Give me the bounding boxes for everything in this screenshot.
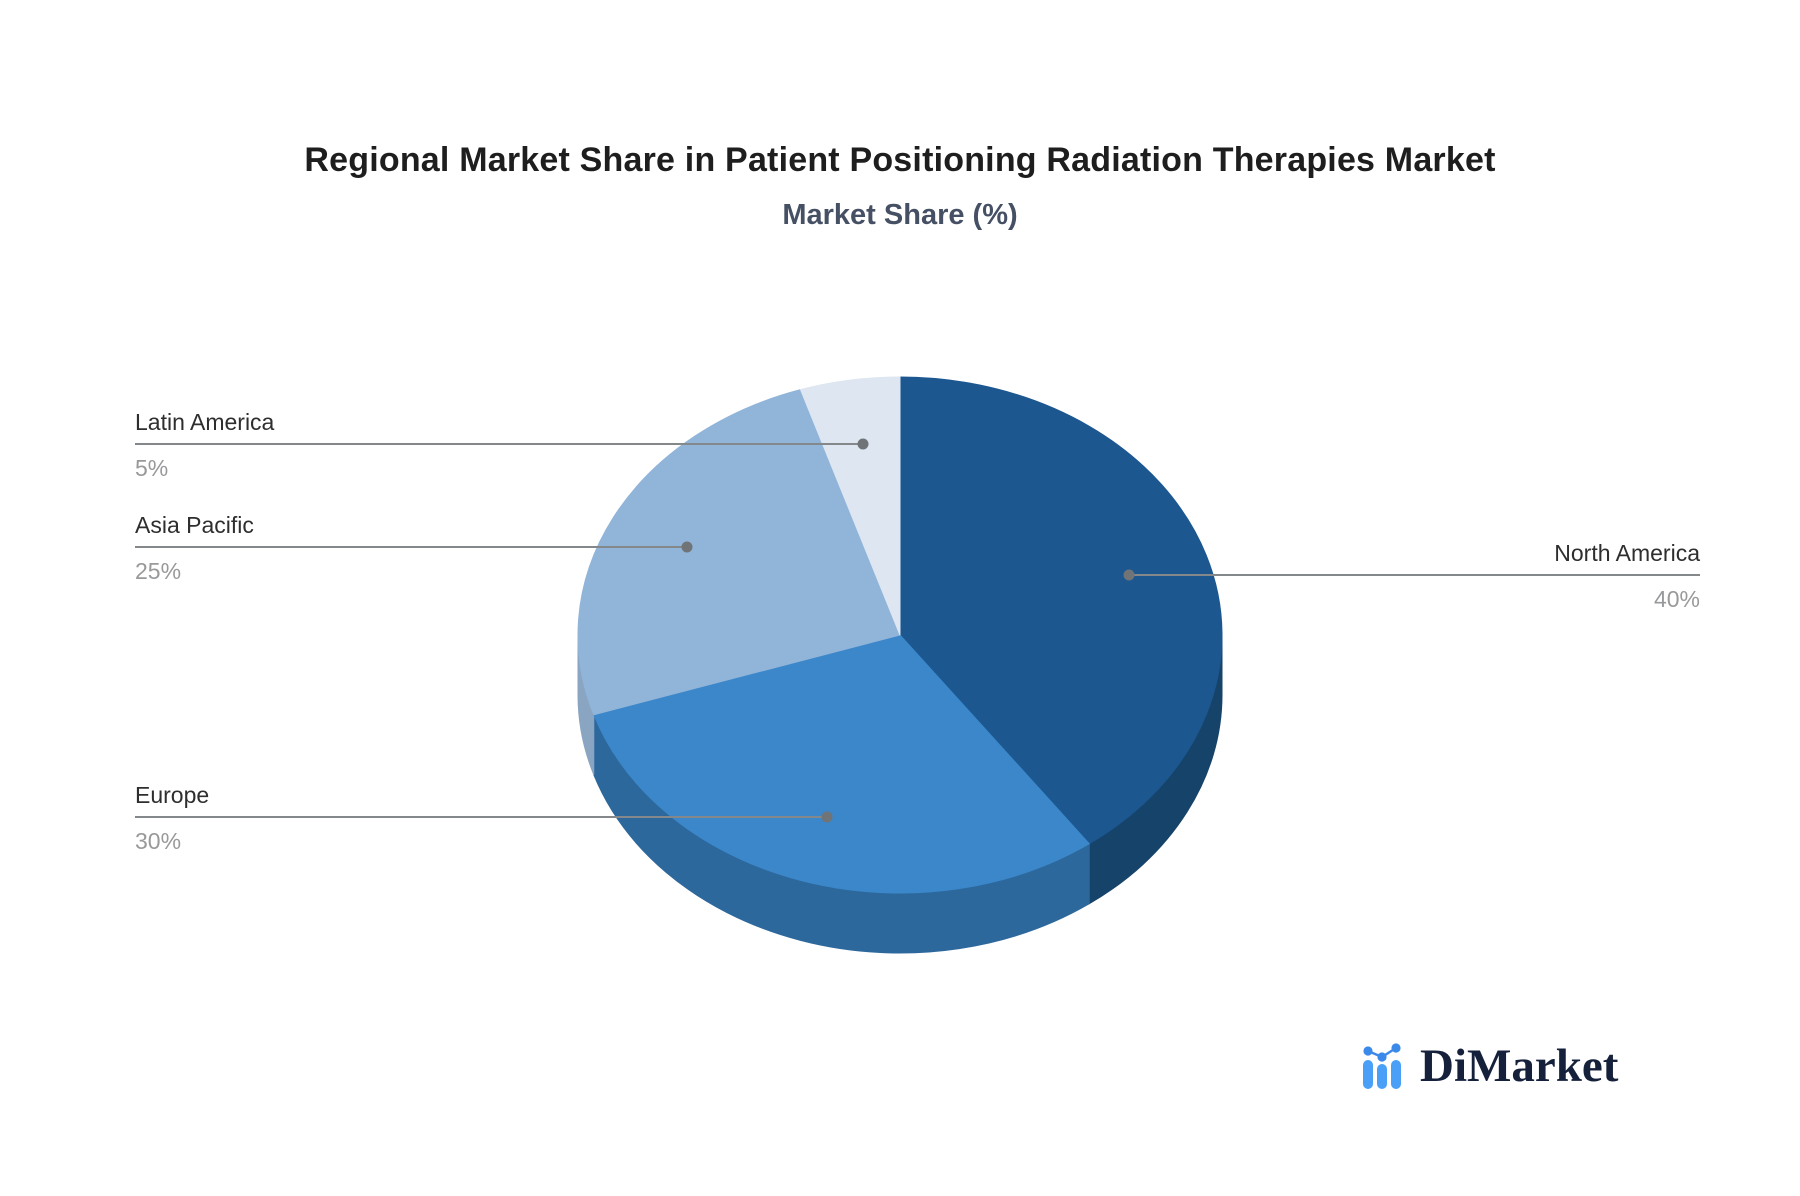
slice-value-europe: 30% [135,828,182,854]
logo-bar-3 [1391,1060,1401,1089]
pie-top-layer [577,376,1223,894]
slice-value-latin-america: 5% [135,455,169,481]
pie-slice-latin-america [799,376,901,636]
pie-slice-asia-pacific [577,389,901,716]
slice-label-asia-pacific: Asia Pacific [135,512,254,538]
brand-logo: DiMarket [1363,1040,1618,1092]
chart-title: Regional Market Share in Patient Positio… [304,141,1496,179]
logo-dot-1 [1363,1046,1373,1056]
slice-value-asia-pacific: 25% [135,558,182,584]
leader-dot-europe [821,811,833,823]
slice-label-north-america: North America [1554,540,1700,566]
logo-bar-1 [1363,1060,1373,1089]
logo-bar-2 [1377,1064,1387,1089]
logo-dot-3 [1391,1043,1401,1053]
leader-lines-layer [135,438,1700,823]
chart-subtitle: Market Share (%) [782,199,1018,231]
leader-dot-north-america [1123,569,1135,581]
leader-dot-latin-america [857,438,869,450]
slice-value-north-america: 40% [1653,586,1700,612]
leader-dot-asia-pacific [681,541,693,553]
bar-chart-with-trend-dots-icon [1363,1043,1401,1089]
brand-logo-text: DiMarket [1420,1040,1619,1092]
pie-slice-north-america [899,376,1223,845]
logo-dot-2 [1377,1052,1387,1062]
slice-label-latin-america: Latin America [135,409,275,435]
pie-slice-europe [593,634,1091,894]
slice-label-europe: Europe [135,782,210,808]
